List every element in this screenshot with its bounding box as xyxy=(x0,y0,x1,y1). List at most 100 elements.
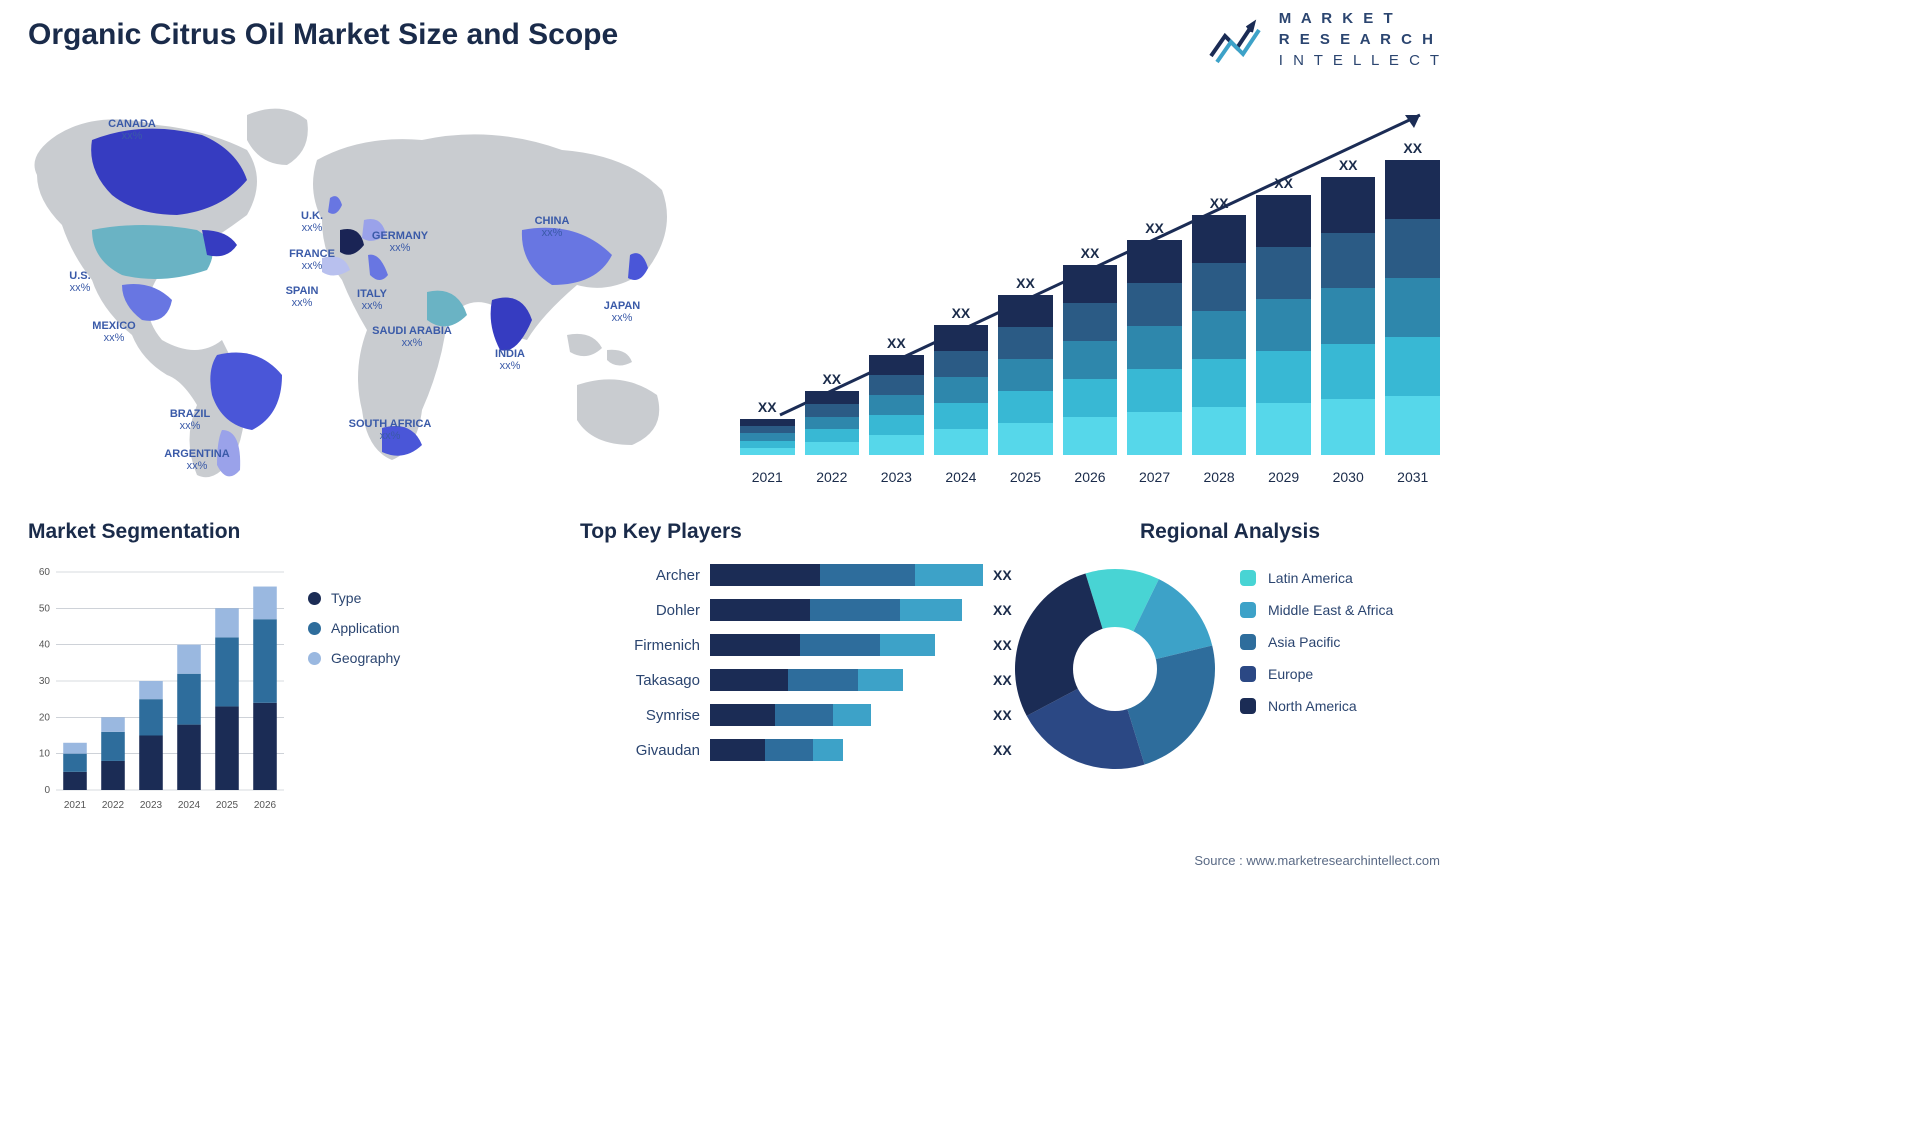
growth-value-label: XX xyxy=(887,335,906,351)
players-title: Top Key Players xyxy=(580,520,1000,544)
growth-year-label: 2025 xyxy=(998,469,1053,485)
growth-segment xyxy=(1063,417,1118,455)
growth-value-label: XX xyxy=(1081,245,1100,261)
growth-year-label: 2028 xyxy=(1192,469,1247,485)
world-map-svg xyxy=(22,80,702,500)
player-bar-segment xyxy=(765,739,813,761)
growth-bar-2027: XX xyxy=(1127,220,1182,455)
top-key-players-section: Top Key Players ArcherXXDohlerXXFirmenic… xyxy=(580,520,1000,820)
growth-segment xyxy=(805,442,860,455)
growth-segment xyxy=(1192,407,1247,455)
growth-segment xyxy=(869,435,924,455)
growth-segment xyxy=(1192,359,1247,407)
growth-segment xyxy=(1321,288,1376,344)
growth-value-label: XX xyxy=(822,371,841,387)
growth-segment xyxy=(1256,247,1311,299)
legend-swatch-icon xyxy=(1240,666,1256,682)
growth-segment xyxy=(934,377,989,403)
legend-label: Europe xyxy=(1268,666,1313,682)
svg-text:2025: 2025 xyxy=(216,800,239,811)
player-bar-segment xyxy=(820,564,915,586)
player-name: Firmenich xyxy=(580,637,700,654)
svg-text:2024: 2024 xyxy=(178,800,201,811)
legend-swatch-icon xyxy=(1240,602,1256,618)
segmentation-legend: Type Application Geography xyxy=(308,590,400,680)
svg-text:10: 10 xyxy=(39,749,51,760)
legend-label: Latin America xyxy=(1268,570,1353,586)
growth-value-label: XX xyxy=(1210,195,1229,211)
growth-segment xyxy=(805,417,860,430)
player-bar-segment xyxy=(813,739,843,761)
legend-label: Application xyxy=(331,620,400,636)
segmentation-legend-item: Type xyxy=(308,590,400,606)
growth-segment xyxy=(1192,311,1247,359)
player-bar-segment xyxy=(710,669,788,691)
player-bar xyxy=(710,704,983,726)
player-bar-segment xyxy=(900,599,962,621)
growth-year-label: 2030 xyxy=(1321,469,1376,485)
growth-segment xyxy=(740,419,795,426)
growth-value-label: XX xyxy=(1339,157,1358,173)
segmentation-legend-item: Geography xyxy=(308,650,400,666)
growth-segment xyxy=(805,429,860,442)
player-bar-segment xyxy=(710,739,765,761)
growth-segment xyxy=(1127,326,1182,369)
growth-bar-2031: XX xyxy=(1385,140,1440,455)
growth-segment xyxy=(1063,265,1118,303)
growth-segment xyxy=(1385,337,1440,396)
player-bar-segment xyxy=(915,564,983,586)
growth-bar-2028: XX xyxy=(1192,195,1247,455)
growth-segment xyxy=(998,359,1053,391)
growth-year-label: 2024 xyxy=(934,469,989,485)
growth-segment xyxy=(1256,351,1311,403)
growth-segment xyxy=(869,395,924,415)
segmentation-title: Market Segmentation xyxy=(28,520,428,544)
growth-segment xyxy=(998,423,1053,455)
growth-segment xyxy=(934,351,989,377)
player-name: Dohler xyxy=(580,602,700,619)
legend-swatch-icon xyxy=(1240,634,1256,650)
growth-value-label: XX xyxy=(1403,140,1422,156)
player-name: Symrise xyxy=(580,707,700,724)
svg-text:40: 40 xyxy=(39,640,51,651)
growth-segment xyxy=(1192,263,1247,311)
player-bar xyxy=(710,599,983,621)
growth-segment xyxy=(1385,396,1440,455)
growth-year-label: 2023 xyxy=(869,469,924,485)
growth-segment xyxy=(1321,177,1376,233)
growth-segment xyxy=(934,325,989,351)
growth-segment xyxy=(1321,399,1376,455)
growth-bar-2030: XX xyxy=(1321,157,1376,455)
legend-swatch-icon xyxy=(308,622,321,635)
player-bar-segment xyxy=(710,599,810,621)
growth-segment xyxy=(1256,299,1311,351)
growth-value-label: XX xyxy=(758,399,777,415)
svg-text:2026: 2026 xyxy=(254,800,277,811)
growth-segment xyxy=(740,448,795,455)
growth-year-label: 2026 xyxy=(1063,469,1118,485)
legend-swatch-icon xyxy=(308,652,321,665)
growth-segment xyxy=(805,404,860,417)
region-legend-item: North America xyxy=(1240,698,1393,714)
growth-segment xyxy=(740,441,795,448)
svg-text:0: 0 xyxy=(44,785,50,796)
growth-value-label: XX xyxy=(1274,175,1293,191)
player-bar-segment xyxy=(800,634,880,656)
legend-label: Geography xyxy=(331,650,400,666)
growth-segment xyxy=(805,391,860,404)
player-bar-segment xyxy=(858,669,903,691)
legend-swatch-icon xyxy=(308,592,321,605)
growth-segment xyxy=(740,426,795,433)
growth-segment xyxy=(998,295,1053,327)
world-map: CANADAxx%U.S.xx%MEXICOxx%BRAZILxx%ARGENT… xyxy=(22,80,702,500)
growth-bar-2029: XX xyxy=(1256,175,1311,455)
growth-segment xyxy=(1127,412,1182,455)
growth-segment xyxy=(1256,195,1311,247)
growth-year-label: 2022 xyxy=(805,469,860,485)
legend-swatch-icon xyxy=(1240,570,1256,586)
growth-bar-2022: XX xyxy=(805,371,860,455)
svg-text:20: 20 xyxy=(39,712,51,723)
regional-legend: Latin AmericaMiddle East & AfricaAsia Pa… xyxy=(1240,570,1393,730)
growth-year-label: 2027 xyxy=(1127,469,1182,485)
growth-year-label: 2021 xyxy=(740,469,795,485)
